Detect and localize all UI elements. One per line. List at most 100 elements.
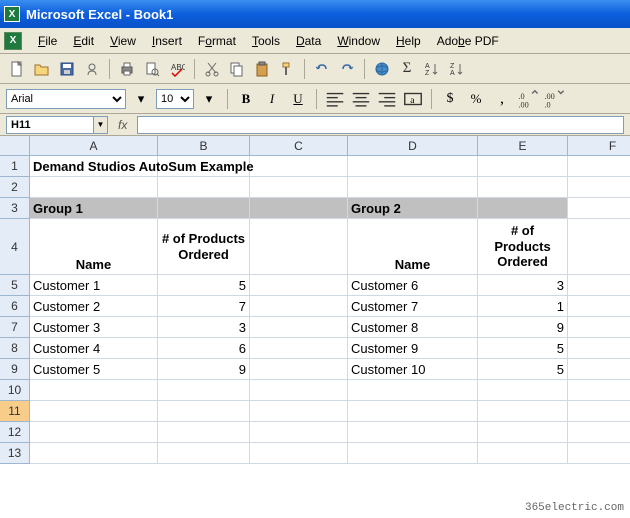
cell-b7[interactable]: 3 (158, 317, 250, 338)
undo-button[interactable] (311, 58, 333, 80)
cell-c6[interactable] (250, 296, 348, 317)
cut-button[interactable] (201, 58, 223, 80)
cell-d6[interactable]: Customer 7 (348, 296, 478, 317)
cell-c1[interactable] (250, 156, 348, 177)
permission-button[interactable] (81, 58, 103, 80)
cell-a2[interactable] (30, 177, 158, 198)
cell-f1[interactable] (568, 156, 630, 177)
cell-c3[interactable] (250, 198, 348, 219)
cell-e1[interactable] (478, 156, 568, 177)
bold-button[interactable]: B (235, 88, 257, 110)
new-button[interactable] (6, 58, 28, 80)
size-dropdown-icon[interactable]: ▾ (198, 88, 220, 110)
open-button[interactable] (31, 58, 53, 80)
cell-a10[interactable] (30, 380, 158, 401)
name-box[interactable]: H11 (6, 116, 94, 134)
cell-c12[interactable] (250, 422, 348, 443)
cell-b12[interactable] (158, 422, 250, 443)
cell-e10[interactable] (478, 380, 568, 401)
decrease-decimal-button[interactable]: .00.0 (543, 88, 565, 110)
row-header-4[interactable]: 4 (0, 219, 30, 275)
align-center-button[interactable] (350, 88, 372, 110)
cell-b9[interactable]: 9 (158, 359, 250, 380)
cell-e11[interactable] (478, 401, 568, 422)
cell-a1[interactable]: Demand Studios AutoSum Example (30, 156, 158, 177)
cell-d10[interactable] (348, 380, 478, 401)
copy-button[interactable] (226, 58, 248, 80)
cell-e5[interactable]: 3 (478, 275, 568, 296)
row-header-8[interactable]: 8 (0, 338, 30, 359)
cell-f6[interactable] (568, 296, 630, 317)
column-header-d[interactable]: D (348, 136, 478, 156)
row-header-7[interactable]: 7 (0, 317, 30, 338)
cell-a3[interactable]: Group 1 (30, 198, 158, 219)
cell-f3[interactable] (568, 198, 630, 219)
cell-b6[interactable]: 7 (158, 296, 250, 317)
cell-b13[interactable] (158, 443, 250, 464)
cell-e12[interactable] (478, 422, 568, 443)
cell-f8[interactable] (568, 338, 630, 359)
align-right-button[interactable] (376, 88, 398, 110)
print-preview-button[interactable] (141, 58, 163, 80)
cell-f9[interactable] (568, 359, 630, 380)
font-size-select[interactable]: 10 (156, 89, 194, 109)
row-header-6[interactable]: 6 (0, 296, 30, 317)
cell-e8[interactable]: 5 (478, 338, 568, 359)
redo-button[interactable] (336, 58, 358, 80)
row-header-12[interactable]: 12 (0, 422, 30, 443)
row-header-13[interactable]: 13 (0, 443, 30, 464)
menu-view[interactable]: View (102, 30, 144, 52)
paste-button[interactable] (251, 58, 273, 80)
row-header-3[interactable]: 3 (0, 198, 30, 219)
column-header-c[interactable]: C (250, 136, 348, 156)
cell-f7[interactable] (568, 317, 630, 338)
formula-input[interactable] (137, 116, 624, 134)
cell-a9[interactable]: Customer 5 (30, 359, 158, 380)
cell-d8[interactable]: Customer 9 (348, 338, 478, 359)
column-header-e[interactable]: E (478, 136, 568, 156)
cell-d3[interactable]: Group 2 (348, 198, 478, 219)
cell-e6[interactable]: 1 (478, 296, 568, 317)
cell-c13[interactable] (250, 443, 348, 464)
menu-edit[interactable]: Edit (65, 30, 102, 52)
menu-data[interactable]: Data (288, 30, 329, 52)
cell-f13[interactable] (568, 443, 630, 464)
cell-e7[interactable]: 9 (478, 317, 568, 338)
cell-c7[interactable] (250, 317, 348, 338)
cell-c5[interactable] (250, 275, 348, 296)
column-header-a[interactable]: A (30, 136, 158, 156)
sort-asc-button[interactable]: AZ (421, 58, 443, 80)
row-header-11[interactable]: 11 (0, 401, 30, 422)
row-header-1[interactable]: 1 (0, 156, 30, 177)
merge-center-button[interactable]: a (402, 88, 424, 110)
menu-format[interactable]: Format (190, 30, 244, 52)
row-header-5[interactable]: 5 (0, 275, 30, 296)
cell-c4[interactable] (250, 219, 348, 275)
font-dropdown-icon[interactable]: ▾ (130, 88, 152, 110)
cell-d13[interactable] (348, 443, 478, 464)
cell-d5[interactable]: Customer 6 (348, 275, 478, 296)
increase-decimal-button[interactable]: .0.00 (517, 88, 539, 110)
cell-a13[interactable] (30, 443, 158, 464)
cell-a5[interactable]: Customer 1 (30, 275, 158, 296)
cell-d9[interactable]: Customer 10 (348, 359, 478, 380)
cell-a8[interactable]: Customer 4 (30, 338, 158, 359)
percent-button[interactable]: % (465, 88, 487, 110)
menu-help[interactable]: Help (388, 30, 429, 52)
row-header-9[interactable]: 9 (0, 359, 30, 380)
namebox-dropdown-icon[interactable]: ▼ (94, 116, 108, 134)
cell-c9[interactable] (250, 359, 348, 380)
cell-b3[interactable] (158, 198, 250, 219)
spelling-button[interactable]: ABC (166, 58, 188, 80)
cell-d1[interactable] (348, 156, 478, 177)
cell-a7[interactable]: Customer 3 (30, 317, 158, 338)
menu-tools[interactable]: Tools (244, 30, 288, 52)
format-painter-button[interactable] (276, 58, 298, 80)
row-header-10[interactable]: 10 (0, 380, 30, 401)
row-header-2[interactable]: 2 (0, 177, 30, 198)
cell-b8[interactable]: 6 (158, 338, 250, 359)
cell-d12[interactable] (348, 422, 478, 443)
cell-d7[interactable]: Customer 8 (348, 317, 478, 338)
cell-a11[interactable] (30, 401, 158, 422)
cell-b5[interactable]: 5 (158, 275, 250, 296)
